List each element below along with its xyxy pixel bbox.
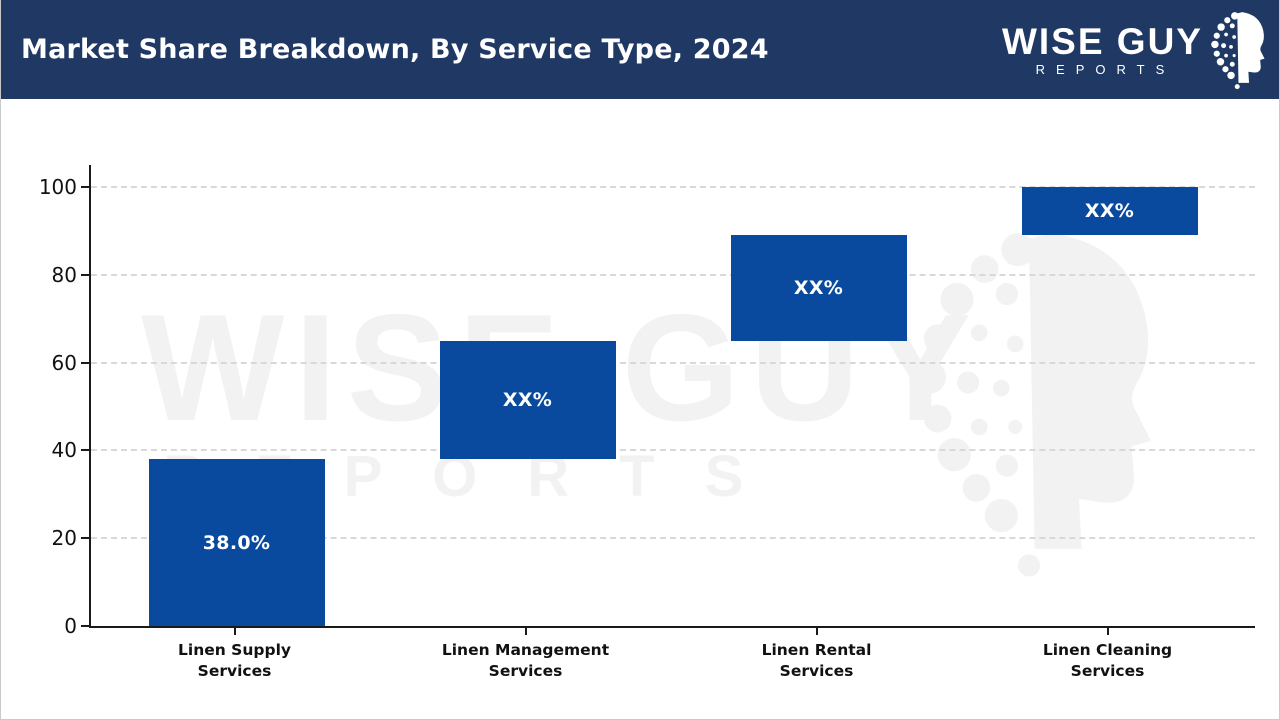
x-category-label: Linen Rental Services [761,641,872,680]
x-category-label: Linen Supply Services [178,641,291,680]
y-tick-label: 0 [64,614,77,638]
bar-segment: XX% [439,340,616,460]
x-tick-mark [815,628,818,635]
brand-logo-secondary: REPORTS [1035,62,1176,77]
bar-segment: 38.0% [148,459,325,626]
x-tick-mark [1106,628,1109,635]
y-tick-mark [81,185,89,188]
page-title: Market Share Breakdown, By Service Type,… [21,34,769,65]
wiseguy-head-icon [1211,11,1265,89]
y-tick-mark [81,625,89,627]
brand-logo-text: WISE GUY REPORTS [1002,23,1203,76]
bar-segment: XX% [1021,186,1198,236]
y-tick-label: 100 [38,174,77,199]
y-tick-mark [81,273,89,276]
gridline-y-20 [91,537,1255,540]
bar-value-label: 38.0% [202,531,271,554]
gridline-y-40 [91,449,1255,452]
y-tick-label: 20 [51,526,77,551]
bar-value-label: XX% [502,388,553,411]
bar-value-label: XX% [793,276,844,299]
x-category-label: Linen Management Services [441,641,610,680]
brand-logo: WISE GUY REPORTS [1002,0,1267,99]
x-category-label: Linen Cleaning Services [1042,641,1173,680]
bar-segment: XX% [730,235,907,341]
plot-area: 38.0% XX% XX% XX% [89,165,1255,628]
x-tick-mark [524,628,527,635]
x-tick-mark [233,628,236,635]
y-tick-label: 80 [51,262,77,287]
gridline-y-60 [91,361,1255,364]
gridline-y-80 [91,273,1255,276]
bar-value-label: XX% [1084,200,1135,223]
y-tick-mark [81,449,89,452]
y-tick-label: 40 [51,438,77,463]
y-tick-mark [81,537,89,540]
header: Market Share Breakdown, By Service Type,… [1,0,1279,99]
y-tick-label: 60 [51,350,77,375]
y-tick-mark [81,361,89,364]
gridline-y-100 [91,185,1255,188]
brand-logo-primary: WISE GUY [1001,21,1203,62]
